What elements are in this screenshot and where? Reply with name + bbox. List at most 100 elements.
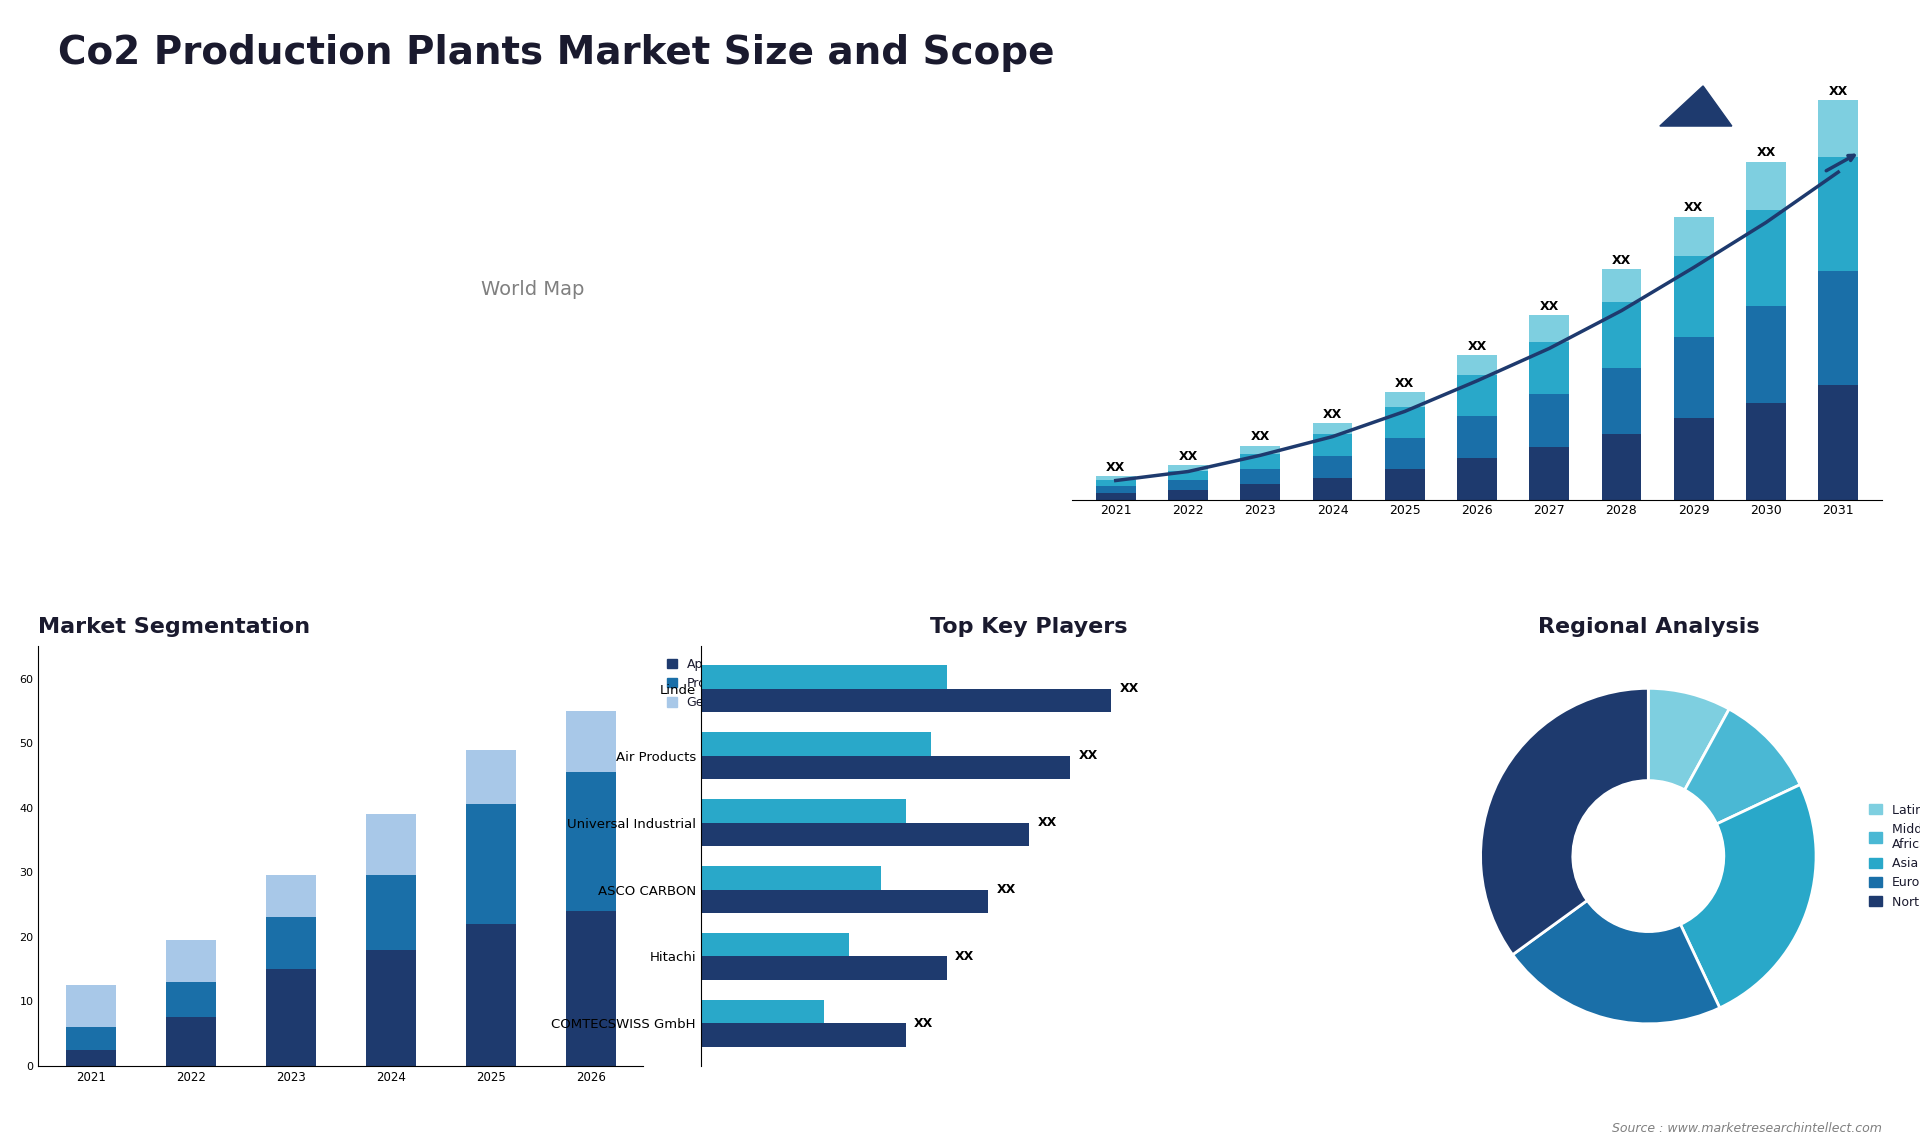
Bar [1096, 486, 1135, 493]
Text: Co2 Production Plants Market Size and Scope: Co2 Production Plants Market Size and Sc… [58, 34, 1054, 72]
Bar [701, 755, 1069, 779]
Text: MARKET
RESEARCH
INTELLECT: MARKET RESEARCH INTELLECT [1751, 58, 1814, 91]
Bar [1818, 272, 1859, 385]
Bar [165, 940, 215, 982]
Bar [1530, 447, 1569, 500]
Bar [701, 866, 881, 889]
Bar [1313, 456, 1352, 478]
Bar [1818, 157, 1859, 272]
Legend: Latin America, Middle East &
Africa, Asia Pacific, Europe, North America: Latin America, Middle East & Africa, Asi… [1864, 799, 1920, 913]
Bar [265, 918, 315, 970]
Bar [367, 814, 417, 876]
Text: Source : www.marketresearchintellect.com: Source : www.marketresearchintellect.com [1611, 1122, 1882, 1135]
Bar [701, 1000, 824, 1023]
Bar [1674, 418, 1715, 500]
Bar [1530, 394, 1569, 447]
Bar [1745, 210, 1786, 306]
Polygon shape [1622, 40, 1732, 126]
Bar [265, 876, 315, 918]
Text: XX: XX [996, 884, 1016, 896]
Bar [1313, 478, 1352, 500]
Bar [701, 732, 931, 755]
Bar [566, 911, 616, 1066]
Legend: Application, Product, Geography: Application, Product, Geography [662, 652, 762, 714]
Bar [701, 889, 989, 913]
Bar [1167, 471, 1208, 480]
Title: Regional Analysis: Regional Analysis [1538, 617, 1759, 636]
Bar [1096, 480, 1135, 486]
Bar [1096, 477, 1135, 480]
Bar [1313, 423, 1352, 434]
Bar [701, 689, 1112, 713]
Wedge shape [1684, 709, 1801, 824]
Text: XX: XX [1250, 431, 1269, 444]
Bar [1384, 469, 1425, 500]
Bar [1167, 490, 1208, 500]
Bar [1240, 469, 1281, 485]
Bar [1601, 269, 1642, 303]
Bar [1384, 438, 1425, 469]
Bar [65, 986, 115, 1027]
Text: World Map: World Map [482, 281, 584, 299]
Bar [1530, 342, 1569, 394]
Bar [1818, 100, 1859, 157]
Bar [1818, 385, 1859, 500]
Bar [1167, 465, 1208, 471]
Bar [1457, 416, 1498, 458]
Bar [701, 666, 947, 689]
Bar [467, 804, 516, 924]
Bar [1313, 434, 1352, 456]
Text: XX: XX [1540, 300, 1559, 313]
Bar [566, 711, 616, 772]
Text: XX: XX [956, 950, 975, 963]
Bar [467, 924, 516, 1066]
Wedge shape [1680, 785, 1816, 1007]
Text: XX: XX [1757, 147, 1776, 159]
Bar [367, 876, 417, 950]
Bar [701, 1023, 906, 1046]
Text: XX: XX [1037, 816, 1056, 830]
Bar [1167, 480, 1208, 490]
Bar [1457, 355, 1498, 375]
Circle shape [1572, 780, 1724, 932]
Bar [1384, 408, 1425, 438]
Polygon shape [1659, 86, 1732, 126]
Bar [1240, 454, 1281, 469]
Bar [1745, 306, 1786, 403]
Bar [1674, 337, 1715, 418]
Bar [1384, 392, 1425, 408]
Bar [165, 1018, 215, 1066]
Text: XX: XX [1119, 682, 1139, 696]
Text: XX: XX [1106, 461, 1125, 474]
Bar [1240, 446, 1281, 454]
Bar [566, 772, 616, 911]
Bar [1745, 403, 1786, 500]
Bar [1457, 458, 1498, 500]
Bar [701, 933, 849, 957]
Wedge shape [1480, 689, 1649, 955]
Text: XX: XX [1323, 408, 1342, 421]
Bar [367, 950, 417, 1066]
Title: Top Key Players: Top Key Players [931, 617, 1127, 636]
Bar [165, 982, 215, 1018]
Wedge shape [1647, 689, 1730, 790]
Bar [467, 749, 516, 804]
Bar [1601, 303, 1642, 368]
Text: XX: XX [1467, 339, 1486, 353]
Bar [1530, 315, 1569, 342]
Bar [701, 823, 1029, 846]
Bar [1240, 485, 1281, 500]
Text: XX: XX [914, 1017, 933, 1030]
Bar [1457, 375, 1498, 416]
Text: Market Segmentation: Market Segmentation [38, 617, 311, 636]
Bar [1674, 256, 1715, 337]
Bar [1674, 217, 1715, 256]
Bar [1601, 368, 1642, 434]
Text: XX: XX [1396, 377, 1415, 390]
Text: XX: XX [1684, 202, 1703, 214]
Bar [1745, 162, 1786, 210]
Text: XX: XX [1179, 450, 1198, 463]
Bar [265, 970, 315, 1066]
Text: XX: XX [1828, 85, 1847, 99]
Text: XX: XX [1079, 749, 1098, 762]
